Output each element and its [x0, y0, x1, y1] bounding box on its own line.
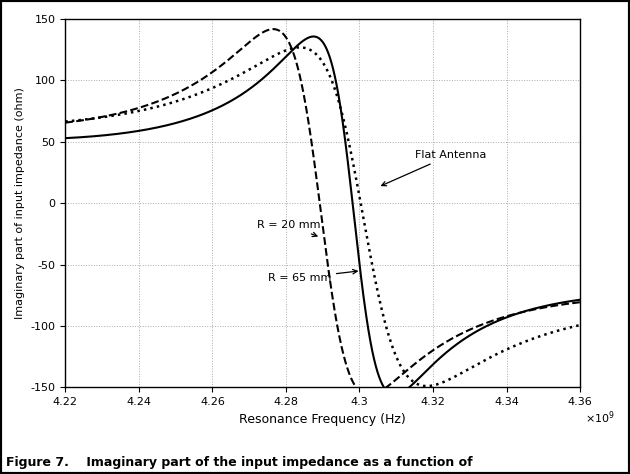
Text: Figure 7.    Imaginary part of the input impedance as a function of: Figure 7. Imaginary part of the input im… — [6, 456, 473, 469]
Text: R = 20 mm: R = 20 mm — [256, 220, 320, 237]
Text: $\times10^9$: $\times10^9$ — [585, 410, 616, 426]
Text: R = 65 mm: R = 65 mm — [268, 270, 357, 283]
X-axis label: Resonance Frequency (Hz): Resonance Frequency (Hz) — [239, 412, 406, 426]
Text: Flat Antenna: Flat Antenna — [382, 150, 486, 186]
Y-axis label: Imaginary part of input impedance (ohm): Imaginary part of input impedance (ohm) — [15, 87, 25, 319]
